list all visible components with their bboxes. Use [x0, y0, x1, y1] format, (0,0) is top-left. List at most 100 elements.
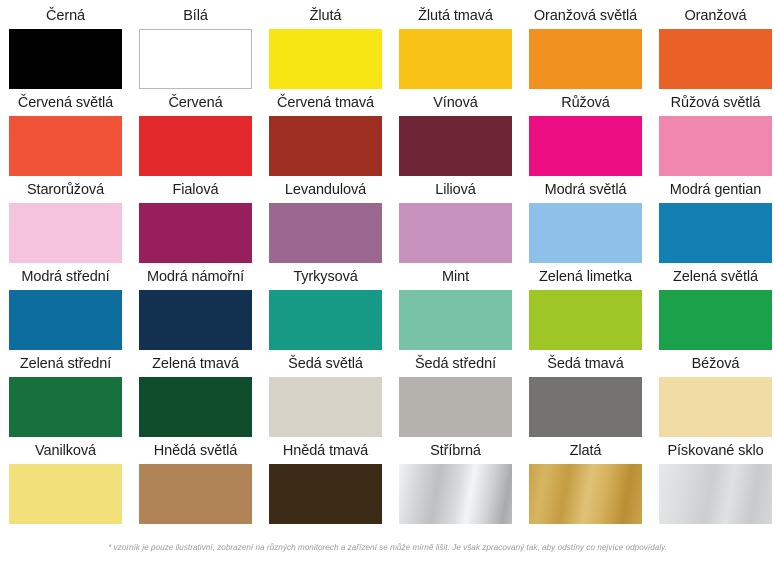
color-swatch[interactable]: [399, 377, 512, 437]
swatch-label: Modrá námořní: [146, 269, 245, 285]
swatch-label: Tyrkysová: [293, 269, 358, 285]
swatch-label: Bílá: [183, 8, 208, 24]
swatch-cell[interactable]: Pískované sklo: [659, 440, 772, 527]
color-swatch[interactable]: [139, 464, 252, 524]
color-swatch[interactable]: [139, 203, 252, 263]
swatch-cell[interactable]: Žlutá tmavá: [399, 5, 512, 92]
color-swatch[interactable]: [529, 29, 642, 89]
swatch-cell[interactable]: Oranžová světlá: [529, 5, 642, 92]
swatch-cell[interactable]: Růžová: [529, 92, 642, 179]
swatch-cell[interactable]: Růžová světlá: [659, 92, 772, 179]
swatch-label: Béžová: [691, 356, 740, 372]
color-swatch[interactable]: [9, 203, 122, 263]
color-swatch[interactable]: [269, 29, 382, 89]
swatch-cell[interactable]: Fialová: [139, 179, 252, 266]
swatch-cell[interactable]: Levandulová: [269, 179, 382, 266]
swatch-label: Žlutá tmavá: [418, 8, 493, 24]
color-swatch[interactable]: [659, 203, 772, 263]
swatch-label: Oranžová: [684, 8, 747, 24]
swatch-cell[interactable]: Šedá střední: [399, 353, 512, 440]
swatch-label: Zelená střední: [19, 356, 112, 372]
color-swatch[interactable]: [399, 116, 512, 176]
swatch-cell[interactable]: Zelená střední: [9, 353, 122, 440]
swatch-label: Růžová světlá: [670, 95, 761, 111]
swatch-label: Modrá střední: [21, 269, 110, 285]
swatch-cell[interactable]: Černá: [9, 5, 122, 92]
swatch-label: Červená světlá: [17, 95, 114, 111]
swatch-cell[interactable]: Červená tmavá: [269, 92, 382, 179]
swatch-cell[interactable]: Šedá tmavá: [529, 353, 642, 440]
swatch-cell[interactable]: Zelená tmavá: [139, 353, 252, 440]
swatch-cell[interactable]: Mint: [399, 266, 512, 353]
swatch-cell[interactable]: Starorůžová: [9, 179, 122, 266]
swatch-cell[interactable]: Vínová: [399, 92, 512, 179]
color-swatch[interactable]: [269, 464, 382, 524]
color-swatch[interactable]: [529, 377, 642, 437]
swatch-cell[interactable]: Vanilková: [9, 440, 122, 527]
swatch-cell[interactable]: Červená světlá: [9, 92, 122, 179]
swatch-cell[interactable]: Modrá střední: [9, 266, 122, 353]
color-swatch[interactable]: [9, 464, 122, 524]
color-swatch[interactable]: [139, 29, 252, 89]
swatch-label: Žlutá: [309, 8, 342, 24]
swatch-cell[interactable]: Hnědá světlá: [139, 440, 252, 527]
color-swatch[interactable]: [399, 29, 512, 89]
swatch-cell[interactable]: Šedá světlá: [269, 353, 382, 440]
color-swatch[interactable]: [139, 377, 252, 437]
color-swatch[interactable]: [399, 290, 512, 350]
swatch-cell[interactable]: Modrá světlá: [529, 179, 642, 266]
swatch-label: Oranžová světlá: [533, 8, 638, 24]
swatch-label: Vanilková: [35, 443, 96, 459]
color-swatch[interactable]: [399, 464, 512, 524]
swatch-cell[interactable]: Béžová: [659, 353, 772, 440]
swatch-label: Mint: [442, 269, 469, 285]
color-swatch[interactable]: [659, 29, 772, 89]
swatch-label: Pískované sklo: [667, 443, 764, 459]
color-swatch[interactable]: [139, 290, 252, 350]
color-swatch[interactable]: [9, 290, 122, 350]
color-swatch[interactable]: [9, 29, 122, 89]
swatch-cell[interactable]: Liliová: [399, 179, 512, 266]
swatch-cell[interactable]: Zelená světlá: [659, 266, 772, 353]
swatch-label: Zelená tmavá: [152, 356, 239, 372]
color-swatch[interactable]: [659, 464, 772, 524]
swatch-cell[interactable]: Hnědá tmavá: [269, 440, 382, 527]
color-swatch[interactable]: [659, 290, 772, 350]
color-swatch[interactable]: [9, 377, 122, 437]
color-swatch[interactable]: [529, 464, 642, 524]
swatch-cell[interactable]: Zlatá: [529, 440, 642, 527]
swatch-cell[interactable]: Stříbrná: [399, 440, 512, 527]
color-swatch[interactable]: [269, 290, 382, 350]
color-swatch[interactable]: [269, 116, 382, 176]
swatch-cell[interactable]: Modrá gentian: [659, 179, 772, 266]
swatch-cell[interactable]: Červená: [139, 92, 252, 179]
swatch-cell[interactable]: Modrá námořní: [139, 266, 252, 353]
swatch-label: Liliová: [435, 182, 476, 198]
swatch-label: Zelená světlá: [673, 269, 758, 285]
swatch-label: Zelená limetka: [539, 269, 632, 285]
swatch-cell[interactable]: Bílá: [139, 5, 252, 92]
color-swatch[interactable]: [529, 203, 642, 263]
color-swatch[interactable]: [399, 203, 512, 263]
swatch-cell[interactable]: Zelená limetka: [529, 266, 642, 353]
swatch-grid: Černá Bílá Žlutá Žlutá tmavá Oranžová světlá…: [9, 5, 772, 527]
color-swatch[interactable]: [9, 116, 122, 176]
color-swatch[interactable]: [529, 290, 642, 350]
swatch-label: Černá: [46, 8, 85, 24]
swatch-cell[interactable]: Oranžová: [659, 5, 772, 92]
color-swatch[interactable]: [529, 116, 642, 176]
swatch-label: Růžová: [561, 95, 610, 111]
color-swatch[interactable]: [139, 116, 252, 176]
swatch-label: Vínová: [433, 95, 478, 111]
swatch-label: Šedá světlá: [288, 356, 363, 372]
swatch-label: Šedá střední: [414, 356, 497, 372]
color-swatch[interactable]: [269, 203, 382, 263]
swatch-label: Hnědá tmavá: [282, 443, 369, 459]
swatch-label: Stříbrná: [430, 443, 481, 459]
swatch-label: Starorůžová: [26, 182, 105, 198]
swatch-cell[interactable]: Žlutá: [269, 5, 382, 92]
swatch-cell[interactable]: Tyrkysová: [269, 266, 382, 353]
color-swatch[interactable]: [659, 116, 772, 176]
color-swatch[interactable]: [269, 377, 382, 437]
color-swatch[interactable]: [659, 377, 772, 437]
